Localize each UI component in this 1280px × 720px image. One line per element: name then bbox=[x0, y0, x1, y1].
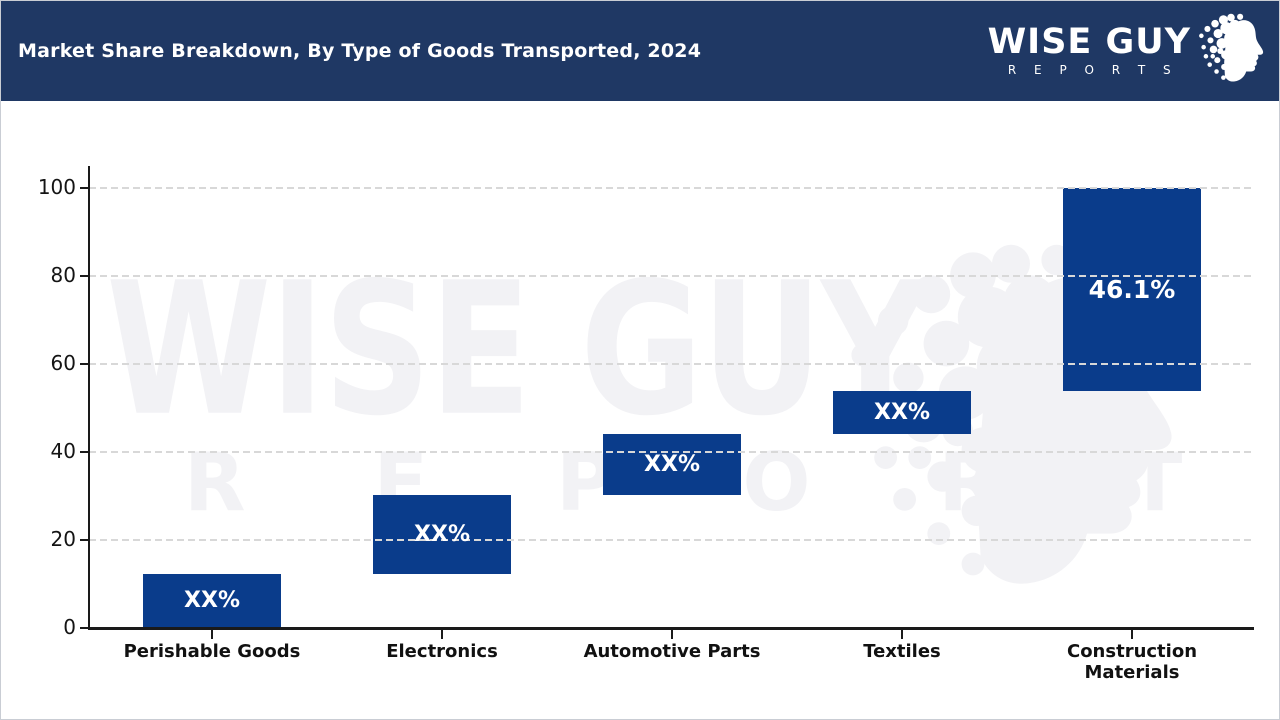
y-tick-label-0: 0 bbox=[63, 615, 76, 639]
logo-wordmark: WISE GUY bbox=[987, 22, 1191, 62]
bar-2 bbox=[603, 433, 741, 496]
category-label-0: Perishable Goods bbox=[123, 641, 301, 662]
x-tick-3 bbox=[901, 630, 903, 639]
header-bar: Market Share Breakdown, By Type of Goods… bbox=[1, 1, 1279, 101]
gridline-40 bbox=[89, 451, 1254, 453]
category-label-4: Construction Materials bbox=[1066, 641, 1198, 683]
gridline-80 bbox=[89, 275, 1254, 277]
chart-title: Market Share Breakdown, By Type of Goods… bbox=[18, 40, 702, 62]
bar-0 bbox=[143, 573, 281, 628]
bar-4 bbox=[1063, 188, 1201, 391]
y-tick-20 bbox=[80, 539, 89, 541]
gridline-20 bbox=[89, 539, 1254, 541]
gridline-60 bbox=[89, 363, 1254, 365]
bar-1 bbox=[373, 495, 511, 574]
bar-3 bbox=[833, 390, 971, 434]
bar-value-label-0: XX% bbox=[184, 588, 240, 614]
bar-value-label-2: XX% bbox=[644, 452, 700, 478]
x-tick-0 bbox=[211, 630, 213, 639]
y-tick-label-20: 20 bbox=[50, 527, 76, 551]
bar-value-label-3: XX% bbox=[874, 399, 930, 425]
y-tick-60 bbox=[80, 363, 89, 365]
y-tick-label-80: 80 bbox=[50, 263, 76, 287]
category-label-1: Electronics bbox=[386, 641, 498, 662]
x-tick-2 bbox=[671, 630, 673, 639]
dotted-face-profile-icon bbox=[1193, 7, 1269, 95]
y-tick-label-40: 40 bbox=[50, 439, 76, 463]
category-label-2: Automotive Parts bbox=[583, 641, 761, 662]
wiseguy-logo: WISE GUY R E P O R T S bbox=[988, 7, 1269, 95]
category-label-3: Textiles bbox=[863, 641, 941, 662]
y-tick-label-100: 100 bbox=[37, 175, 76, 199]
x-axis-line bbox=[88, 627, 1254, 630]
bar-value-label-4: 46.1% bbox=[1088, 274, 1176, 304]
logo-text: WISE GUY R E P O R T S bbox=[987, 22, 1191, 78]
x-tick-4 bbox=[1131, 630, 1133, 639]
watermark-wordmark: WISE GUY bbox=[106, 244, 930, 457]
y-tick-0 bbox=[80, 627, 89, 629]
gridline-100 bbox=[89, 187, 1254, 189]
y-tick-80 bbox=[80, 275, 89, 277]
x-tick-1 bbox=[441, 630, 443, 639]
y-tick-40 bbox=[80, 451, 89, 453]
y-tick-label-60: 60 bbox=[50, 351, 76, 375]
y-axis-line bbox=[88, 166, 90, 630]
y-tick-100 bbox=[80, 187, 89, 189]
logo-subtitle: R E P O R T S bbox=[1007, 63, 1178, 77]
bar-value-label-1: XX% bbox=[414, 522, 470, 547]
